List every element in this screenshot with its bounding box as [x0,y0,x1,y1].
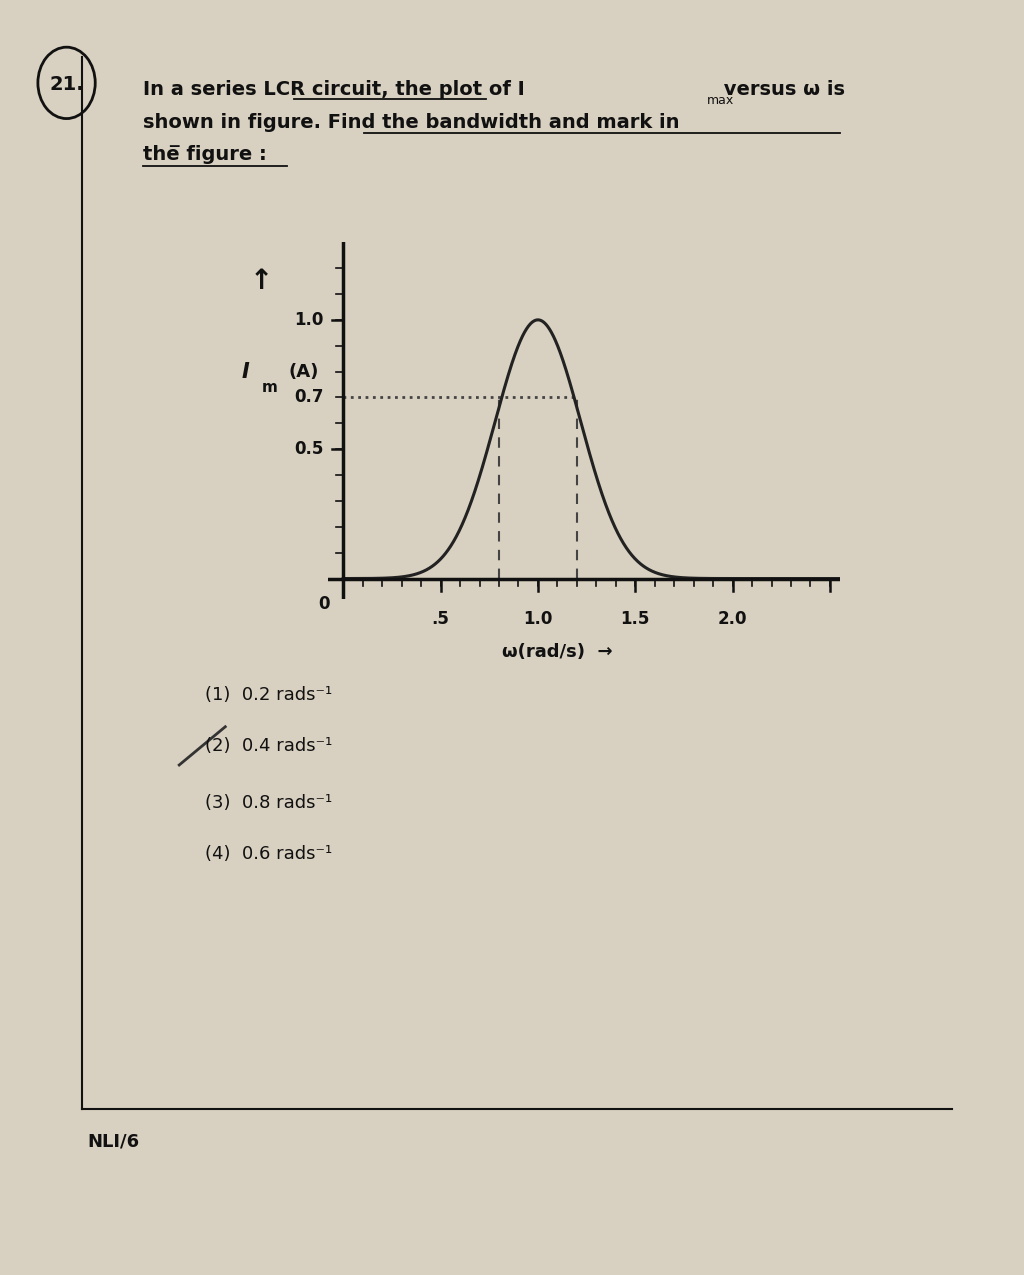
Text: max: max [707,94,734,107]
Text: ↑: ↑ [250,266,273,295]
Text: (1)  0.2 rads⁻¹: (1) 0.2 rads⁻¹ [205,686,332,704]
Text: (2)  0.4 rads⁻¹: (2) 0.4 rads⁻¹ [205,737,332,755]
Text: 21.: 21. [49,75,84,93]
Text: NLI/6: NLI/6 [87,1132,139,1150]
Text: (4)  0.6 rads⁻¹: (4) 0.6 rads⁻¹ [205,845,332,863]
Text: ω(rad/s)  →: ω(rad/s) → [502,643,612,662]
Text: 0.5: 0.5 [295,440,324,458]
Text: (3)  0.8 rads⁻¹: (3) 0.8 rads⁻¹ [205,794,332,812]
Text: 1.0: 1.0 [523,609,553,627]
Text: 0: 0 [318,595,330,613]
Text: I: I [242,362,250,381]
Text: versus ω is: versus ω is [717,80,845,98]
Text: In a series LCR circuit, the plot of I: In a series LCR circuit, the plot of I [143,80,525,98]
Text: 0.7: 0.7 [294,389,324,407]
Text: 1.5: 1.5 [621,609,650,627]
Text: 1.0: 1.0 [295,311,324,329]
Text: the̅ figure :: the̅ figure : [143,145,267,163]
Text: .5: .5 [432,609,450,627]
Text: (A): (A) [289,362,319,381]
Text: 2.0: 2.0 [718,609,748,627]
Text: m: m [261,380,278,395]
Text: shown in figure. Find the bandwidth and mark in: shown in figure. Find the bandwidth and … [143,113,680,131]
